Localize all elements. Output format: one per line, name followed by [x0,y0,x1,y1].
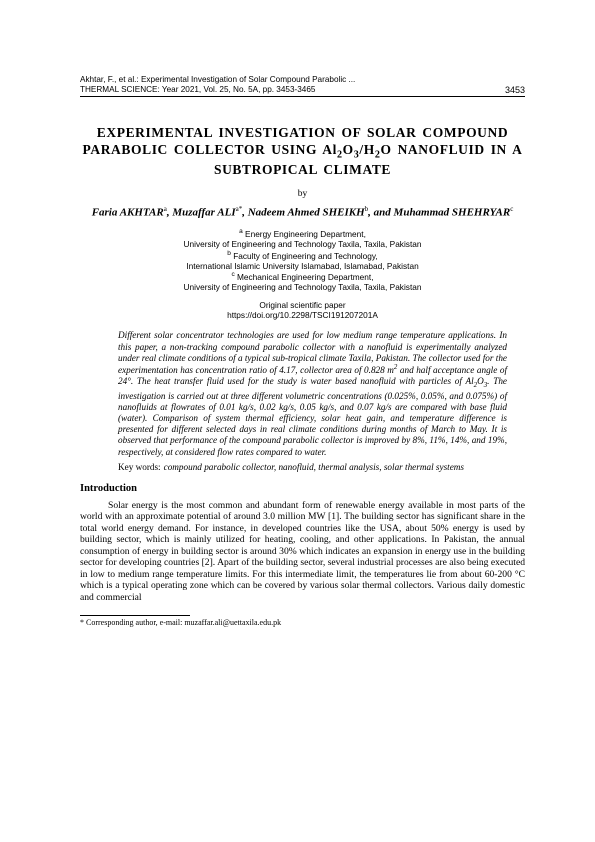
page-number: 3453 [505,85,525,95]
authors: Faria AKHTARa, Muzaffar ALIa*, Nadeem Ah… [80,205,525,220]
affiliations: a Energy Engineering Department,Universi… [80,228,525,292]
header-line2: THERMAL SCIENCE: Year 2021, Vol. 25, No.… [80,85,355,95]
introduction-paragraph: Solar energy is the most common and abun… [80,500,525,604]
header-citation: Akhtar, F., et al.: Experimental Investi… [80,75,355,95]
by-label: by [80,189,525,199]
header-line1: Akhtar, F., et al.: Experimental Investi… [80,75,355,85]
paper-type: Original scientific paperhttps://doi.org… [80,300,525,321]
footnote-separator [80,615,190,616]
paper-title: EXPERIMENTAL INVESTIGATION OF SOLAR COMP… [80,125,525,179]
section-heading-introduction: Introduction [80,483,525,494]
running-header: Akhtar, F., et al.: Experimental Investi… [80,75,525,97]
keywords: Key words: compound parabolic collector,… [118,462,507,473]
keywords-label: Key words: [118,462,161,473]
abstract: Different solar concentrator technologie… [118,330,507,458]
corresponding-author-footnote: * Corresponding author, e-mail: muzaffar… [80,618,525,627]
keywords-body: compound parabolic collector, nanofluid,… [164,462,464,473]
